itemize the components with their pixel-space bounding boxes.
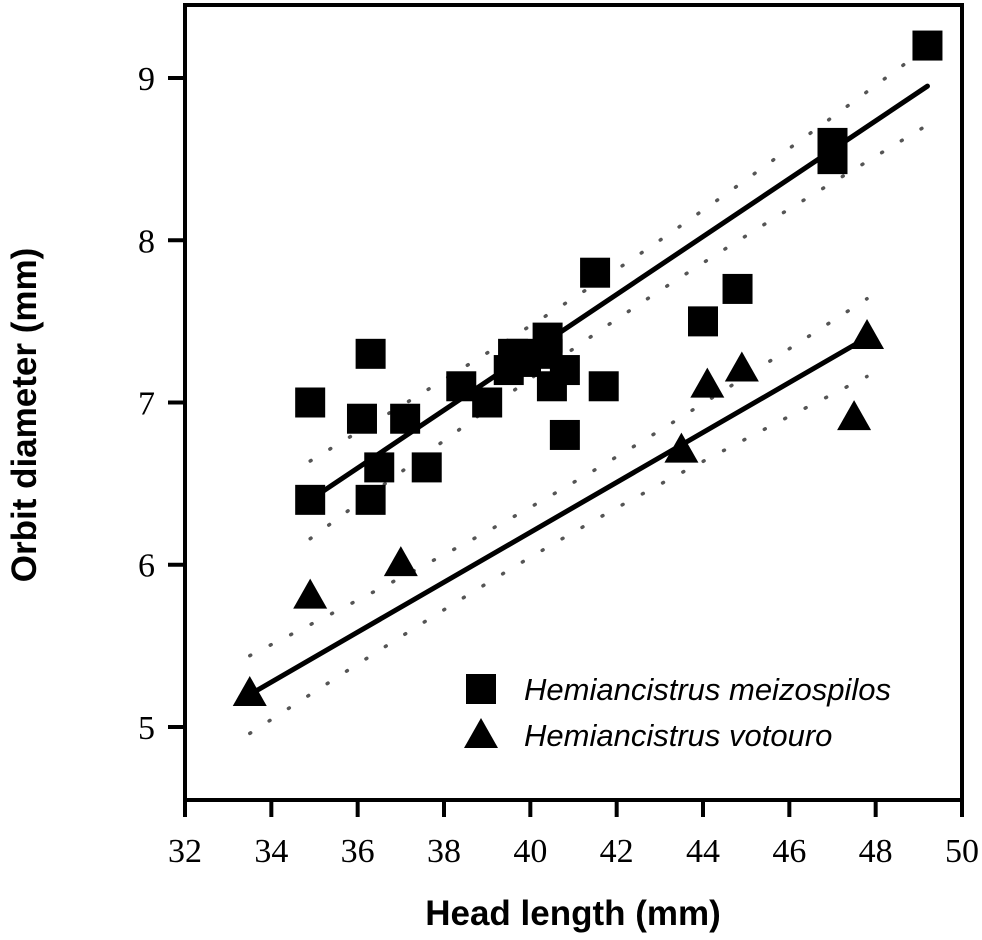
data-point-triangle — [293, 578, 328, 609]
x-tick-label: 38 — [427, 833, 461, 870]
data-point-square — [346, 403, 377, 434]
x-axis-ticks: 32 34 36 38 40 42 44 46 48 50 — [168, 800, 979, 870]
y-tick-label: 5 — [138, 710, 155, 747]
series-markers-votouro — [232, 319, 885, 706]
legend-marker-square-icon — [466, 674, 496, 704]
confidence-band — [308, 123, 930, 541]
data-point-triangle — [664, 432, 699, 463]
data-point-square — [364, 452, 395, 483]
confidence-band — [248, 296, 869, 658]
y-tick-label: 7 — [138, 386, 155, 423]
y-tick-label: 6 — [138, 548, 155, 585]
data-point-triangle — [850, 319, 885, 350]
x-tick-label: 46 — [772, 833, 806, 870]
data-point-triangle — [383, 546, 418, 577]
x-tick-label: 36 — [341, 833, 375, 870]
x-tick-label: 48 — [859, 833, 893, 870]
x-tick-label: 44 — [686, 833, 720, 870]
data-point-square — [472, 387, 503, 418]
data-point-square — [295, 484, 326, 515]
data-point-triangle — [690, 367, 725, 398]
data-point-square — [549, 355, 580, 386]
data-point-square — [295, 387, 326, 418]
data-point-square — [912, 30, 943, 61]
legend-label-meizospilos: Hemiancistrus meizospilos — [524, 672, 891, 707]
data-point-square — [549, 419, 580, 450]
x-tick-label: 32 — [168, 833, 202, 870]
x-tick-label: 50 — [945, 833, 979, 870]
legend: Hemiancistrus meizospilos Hemiancistrus … — [464, 672, 891, 753]
legend-label-votouro: Hemiancistrus votouro — [524, 718, 832, 753]
data-point-square — [817, 144, 848, 175]
y-tick-label: 9 — [138, 61, 155, 98]
confidence-band — [248, 374, 869, 736]
x-axis-title: Head length (mm) — [425, 894, 721, 933]
x-tick-label: 42 — [600, 833, 634, 870]
data-point-square — [390, 403, 421, 434]
regression-line — [247, 335, 870, 698]
data-point-triangle — [837, 400, 872, 431]
data-point-square — [411, 452, 442, 483]
y-tick-label: 8 — [138, 223, 155, 260]
data-point-square — [588, 371, 619, 402]
data-point-square — [446, 371, 477, 402]
data-point-square — [355, 338, 386, 369]
series-markers-meizospilos — [295, 30, 943, 515]
x-tick-label: 40 — [513, 833, 547, 870]
data-point-triangle — [232, 675, 267, 706]
legend-marker-triangle-icon — [464, 718, 498, 748]
data-point-square — [355, 484, 386, 515]
data-point-triangle — [724, 351, 759, 382]
confidence-bands — [248, 45, 930, 736]
data-point-square — [688, 306, 718, 337]
data-point-square — [580, 257, 611, 288]
data-point-square — [722, 273, 753, 304]
y-axis-title: Orbit diameter (mm) — [5, 248, 44, 583]
x-tick-label: 34 — [254, 833, 288, 870]
y-axis-ticks: 5 6 7 8 9 — [138, 61, 185, 747]
